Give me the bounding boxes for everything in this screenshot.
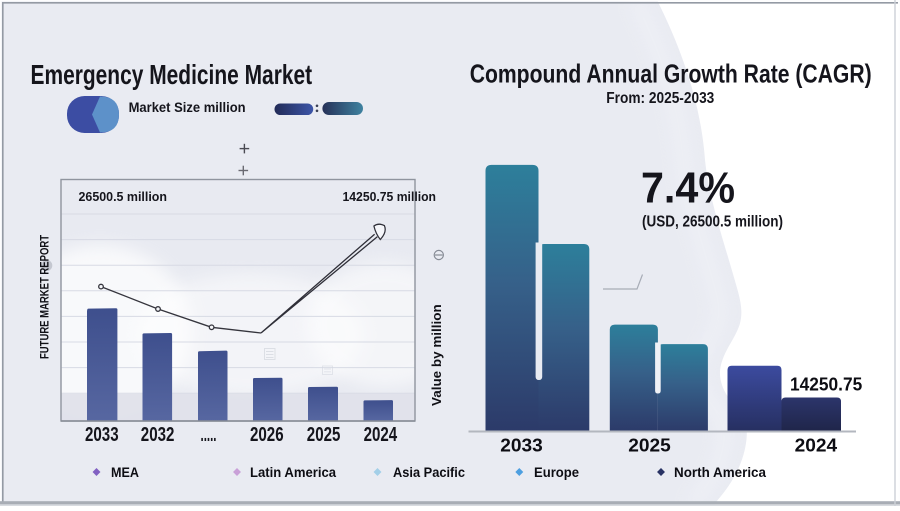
svg-text:.....: ..... <box>201 424 217 446</box>
svg-text:2033: 2033 <box>85 424 119 446</box>
svg-text:Market Size million: Market Size million <box>129 99 246 115</box>
svg-text:Europe: Europe <box>534 465 579 480</box>
svg-text:14250.75: 14250.75 <box>790 375 862 395</box>
svg-text:Value by million: Value by million <box>430 304 444 406</box>
svg-text:Asia Pacific: Asia Pacific <box>393 465 465 480</box>
svg-text:2025: 2025 <box>628 435 671 456</box>
svg-text:7.4%: 7.4% <box>641 164 735 213</box>
svg-text:FUTURE MARKET REPORT: FUTURE MARKET REPORT <box>38 234 52 359</box>
svg-text:2024: 2024 <box>795 435 838 456</box>
svg-text:14250.75 million: 14250.75 million <box>343 189 437 204</box>
svg-text:(USD, 26500.5 million): (USD, 26500.5 million) <box>642 214 783 231</box>
svg-text:Compound Annual Growth Rate (C: Compound Annual Growth Rate (CAGR) <box>470 59 872 89</box>
svg-text:2025: 2025 <box>307 424 341 446</box>
svg-text:Emergency Medicine Market: Emergency Medicine Market <box>31 59 313 90</box>
svg-text:MEA: MEA <box>111 465 139 480</box>
svg-text:2024: 2024 <box>364 424 398 446</box>
svg-text:2026: 2026 <box>250 424 284 446</box>
svg-text:North America: North America <box>674 465 766 480</box>
svg-text:2033: 2033 <box>500 435 543 456</box>
svg-text:26500.5 million: 26500.5 million <box>79 189 168 204</box>
svg-text:Latin America: Latin America <box>250 465 336 480</box>
svg-text:From: 2025-2033: From: 2025-2033 <box>606 90 714 107</box>
svg-text:2032: 2032 <box>141 424 175 446</box>
